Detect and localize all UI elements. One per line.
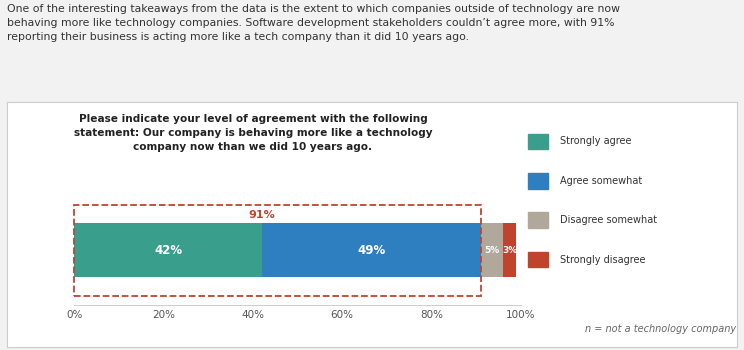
Text: Strongly disagree: Strongly disagree	[560, 254, 646, 265]
Bar	[528, 252, 548, 267]
Bar	[481, 223, 503, 277]
Text: Agree somewhat: Agree somewhat	[560, 176, 643, 186]
Bar	[528, 173, 548, 189]
Text: Disagree somewhat: Disagree somewhat	[560, 215, 658, 225]
Bar	[503, 223, 516, 277]
Bar	[262, 223, 481, 277]
Bar	[528, 212, 548, 228]
Text: 42%: 42%	[154, 244, 182, 257]
Text: 49%: 49%	[357, 244, 385, 257]
Text: 5%: 5%	[484, 246, 499, 255]
Bar	[528, 134, 548, 149]
Text: 3%: 3%	[502, 246, 517, 255]
Text: Please indicate your level of agreement with the following
statement: Our compan: Please indicate your level of agreement …	[74, 114, 432, 152]
Text: One of the interesting takeaways from the data is the extent to which companies : One of the interesting takeaways from th…	[7, 4, 620, 42]
Bar	[74, 223, 262, 277]
Text: Strongly agree: Strongly agree	[560, 136, 632, 146]
Text: n = not a technology company: n = not a technology company	[586, 324, 737, 334]
Text: 91%: 91%	[248, 210, 275, 220]
